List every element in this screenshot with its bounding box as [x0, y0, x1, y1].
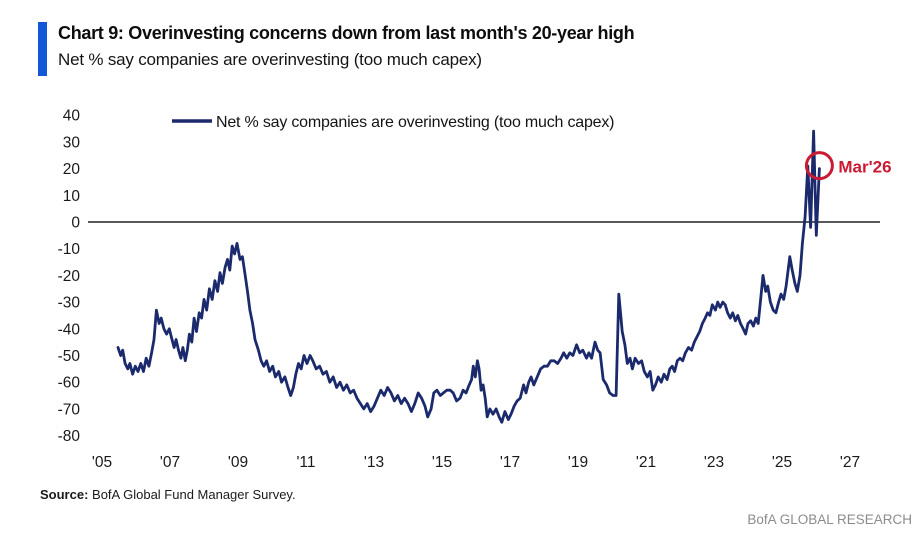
- y-tick-label: -30: [58, 295, 81, 312]
- brand-watermark: BofA GLOBAL RESEARCH: [747, 512, 912, 527]
- x-tick-label: '07: [160, 454, 180, 471]
- y-tick-label: 30: [63, 134, 81, 151]
- annotation-label: Mar'26: [838, 158, 891, 177]
- y-tick-label: -70: [58, 401, 81, 418]
- x-tick-label: '19: [568, 454, 588, 471]
- y-tick-label: -40: [58, 321, 81, 338]
- x-tick-label: '15: [432, 454, 452, 471]
- annotation-circle: [804, 151, 834, 181]
- y-tick-label: -20: [58, 268, 81, 285]
- x-tick-label: '27: [840, 454, 860, 471]
- x-tick-label: '05: [92, 454, 112, 471]
- y-tick-label: -50: [58, 348, 81, 365]
- x-tick-label: '21: [636, 454, 656, 471]
- y-tick-label: 10: [63, 188, 81, 205]
- accent-bar: [38, 22, 47, 76]
- x-tick-label: '25: [772, 454, 792, 471]
- legend-label: Net % say companies are overinvesting (t…: [216, 114, 614, 131]
- y-tick-label: 0: [71, 215, 80, 232]
- source-label: Source:: [40, 487, 89, 502]
- chart-subtitle: Net % say companies are overinvesting (t…: [58, 50, 482, 69]
- x-tick-label: '09: [228, 454, 248, 471]
- x-tick-label: '23: [704, 454, 724, 471]
- page-title: Chart 9: Overinvesting concerns down fro…: [58, 23, 635, 43]
- x-tick-label: '13: [364, 454, 384, 471]
- y-tick-label: 40: [63, 108, 81, 125]
- x-tick-label: '11: [296, 454, 315, 471]
- x-tick-label: '17: [500, 454, 520, 471]
- series-line: [116, 129, 821, 424]
- y-tick-label: -10: [58, 241, 81, 258]
- source-note: Source: BofA Global Fund Manager Survey.: [40, 487, 296, 502]
- y-tick-label: -60: [58, 375, 81, 392]
- y-tick-label: 20: [63, 161, 81, 178]
- y-tick-label: -80: [58, 428, 81, 445]
- source-text: BofA Global Fund Manager Survey.: [92, 487, 296, 502]
